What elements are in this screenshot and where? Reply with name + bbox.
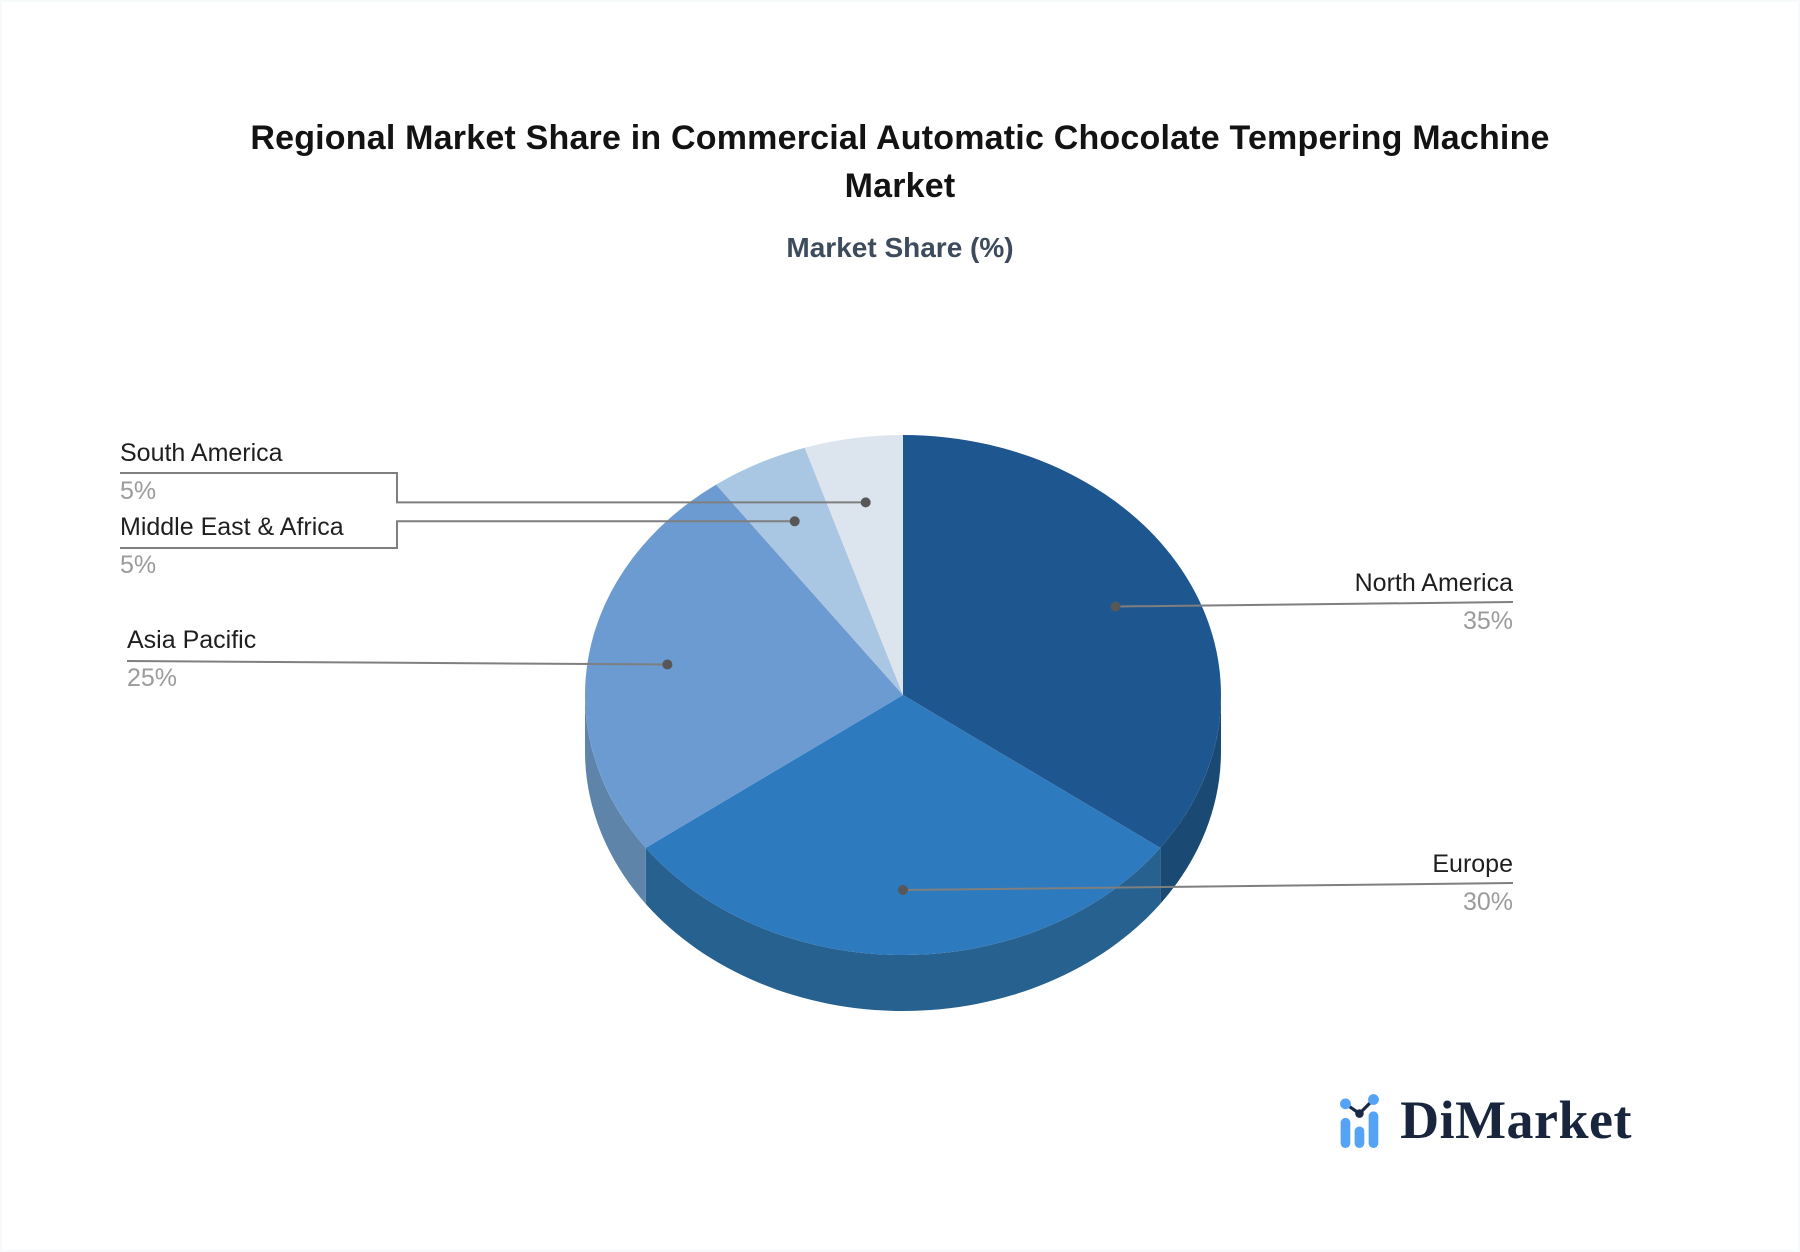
label-leader-dot-south-america xyxy=(860,497,871,508)
logo-text: DiMarket xyxy=(1400,1090,1632,1150)
label-leader-south-america xyxy=(120,472,866,504)
chart-subtitle: Market Share (%) xyxy=(786,232,1014,263)
label-asia-pacific-name: Asia Pacific xyxy=(127,626,257,654)
label-europe-pct: 30% xyxy=(1462,888,1513,916)
label-leader-europe xyxy=(902,882,1514,891)
label-asia-pacific: Asia Pacific 25% xyxy=(127,625,256,693)
pie-slice-side-north-america xyxy=(1160,695,1221,904)
pie-slice-side-europe xyxy=(645,847,1161,1011)
pie-slice-middle-east-africa[interactable] xyxy=(716,447,903,695)
pie-slice-side-asia-pacific xyxy=(585,695,646,904)
label-south-america-name: South America xyxy=(120,439,283,467)
label-leader-dot-europe xyxy=(898,885,908,895)
pie-slice-asia-pacific[interactable] xyxy=(585,484,903,848)
label-north-america-name: North America xyxy=(1354,569,1513,597)
label-leader-dot-north-america xyxy=(1110,601,1121,612)
logo-link[interactable]: DiMarket xyxy=(1334,1088,1632,1152)
label-leader-dot-asia-pacific xyxy=(662,659,673,670)
chart-title-line-1: Regional Market Share in Commercial Auto… xyxy=(250,119,1550,157)
label-europe-name: Europe xyxy=(1432,850,1513,878)
label-leader-asia-pacific xyxy=(126,660,668,666)
label-north-america-pct: 35% xyxy=(1462,607,1513,635)
label-north-america: North America 35% xyxy=(1355,568,1513,636)
label-leader-north-america xyxy=(1115,601,1514,608)
label-asia-pacific-pct: 25% xyxy=(127,664,178,692)
label-south-america: South America 5% xyxy=(120,438,283,506)
pie-slice-europe[interactable] xyxy=(645,695,1161,956)
pie-slice-north-america[interactable] xyxy=(903,435,1221,848)
label-middle-east-africa-pct: 5% xyxy=(120,551,157,579)
label-leader-dot-middle-east-africa xyxy=(789,516,800,527)
chart-title-line-2: Market xyxy=(844,167,956,205)
label-leader-middle-east-africa xyxy=(120,520,795,549)
label-south-america-pct: 5% xyxy=(120,477,157,505)
bar-chart-logo-icon xyxy=(1340,1094,1379,1148)
label-middle-east-africa-name: Middle East & Africa xyxy=(120,513,344,541)
pie-slice-south-america[interactable] xyxy=(804,435,903,695)
label-europe: Europe 30% xyxy=(1432,849,1513,917)
label-middle-east-africa: Middle East & Africa 5% xyxy=(120,512,344,580)
